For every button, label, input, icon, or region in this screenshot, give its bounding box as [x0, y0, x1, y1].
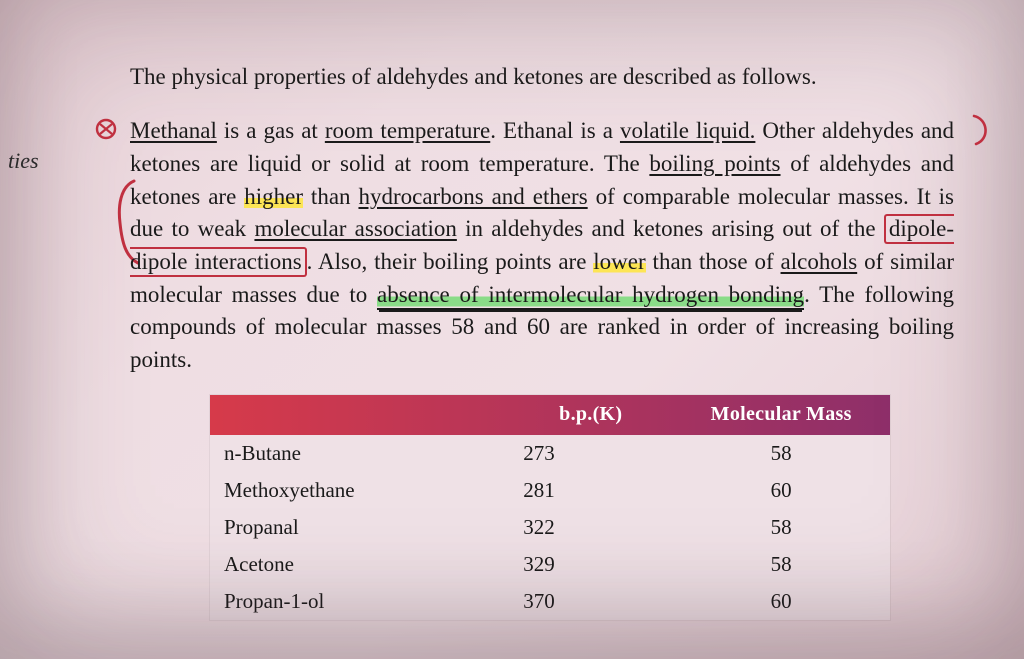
- cell-mm: 58: [672, 546, 890, 583]
- text-frag: is a gas at: [217, 118, 325, 143]
- boiling-point-table: b.p.(K) Molecular Mass n-Butane 273 58 M…: [210, 395, 890, 620]
- pen-paren-right-icon: [970, 113, 994, 147]
- cell-mm: 58: [672, 435, 890, 472]
- term-hydrocarbons-ethers: hydrocarbons and ethers: [358, 184, 587, 209]
- text-frag: Ethanal is a: [503, 118, 620, 143]
- text-frag: . Also, their boiling points are: [307, 249, 594, 274]
- term-volatile-liquid: volatile liquid.: [620, 118, 755, 143]
- intro-line-1: The physical properties of aldehydes and…: [130, 64, 736, 89]
- textbook-page: ties The physical properties of aldehyde…: [0, 0, 1024, 659]
- cell-name: Propan-1-ol: [210, 583, 509, 620]
- main-paragraph: Methanal is a gas at room temperature. E…: [130, 115, 954, 376]
- cell-name: Methoxyethane: [210, 472, 509, 509]
- margin-annotation: ties: [8, 148, 39, 174]
- table-row: Propan-1-ol 370 60: [210, 583, 890, 620]
- cell-name: Propanal: [210, 509, 509, 546]
- text-frag: in aldehydes and ketones arising out of …: [457, 216, 884, 241]
- term-room-temperature: room temperature: [325, 118, 490, 143]
- bullet-hand-mark-icon: [94, 117, 118, 141]
- cell-bp: 281: [509, 472, 672, 509]
- main-paragraph-block: Methanal is a gas at room temperature. E…: [130, 115, 954, 376]
- table-header-bp: b.p.(K): [509, 395, 672, 435]
- cell-mm: 60: [672, 472, 890, 509]
- table-header-row: b.p.(K) Molecular Mass: [210, 395, 890, 435]
- intro-paragraph: The physical properties of aldehydes and…: [130, 60, 954, 93]
- table-header-name: [210, 395, 509, 435]
- term-lower: lower: [593, 249, 645, 274]
- cell-mm: 58: [672, 509, 890, 546]
- cell-bp: 329: [509, 546, 672, 583]
- text-frag: .: [490, 118, 503, 143]
- term-alcohols: alcohols: [781, 249, 858, 274]
- cell-mm: 60: [672, 583, 890, 620]
- term-hydrogen-bonding: absence of intermolecular hydrogen bondi…: [377, 282, 804, 310]
- intro-line-2: follows.: [742, 64, 817, 89]
- term-higher: higher: [244, 184, 303, 209]
- table-row: n-Butane 273 58: [210, 435, 890, 472]
- cell-name: Acetone: [210, 546, 509, 583]
- term-methanal: Methanal: [130, 118, 217, 143]
- text-frag: than those of: [646, 249, 781, 274]
- cell-bp: 370: [509, 583, 672, 620]
- table-header-mm: Molecular Mass: [672, 395, 890, 435]
- cell-name: n-Butane: [210, 435, 509, 472]
- cell-bp: 273: [509, 435, 672, 472]
- cell-bp: 322: [509, 509, 672, 546]
- text-frag: than: [303, 184, 358, 209]
- table-row: Propanal 322 58: [210, 509, 890, 546]
- term-boiling-points: boiling points: [649, 151, 780, 176]
- table-row: Acetone 329 58: [210, 546, 890, 583]
- table-row: Methoxyethane 281 60: [210, 472, 890, 509]
- term-molecular-association: molecular association: [254, 216, 456, 241]
